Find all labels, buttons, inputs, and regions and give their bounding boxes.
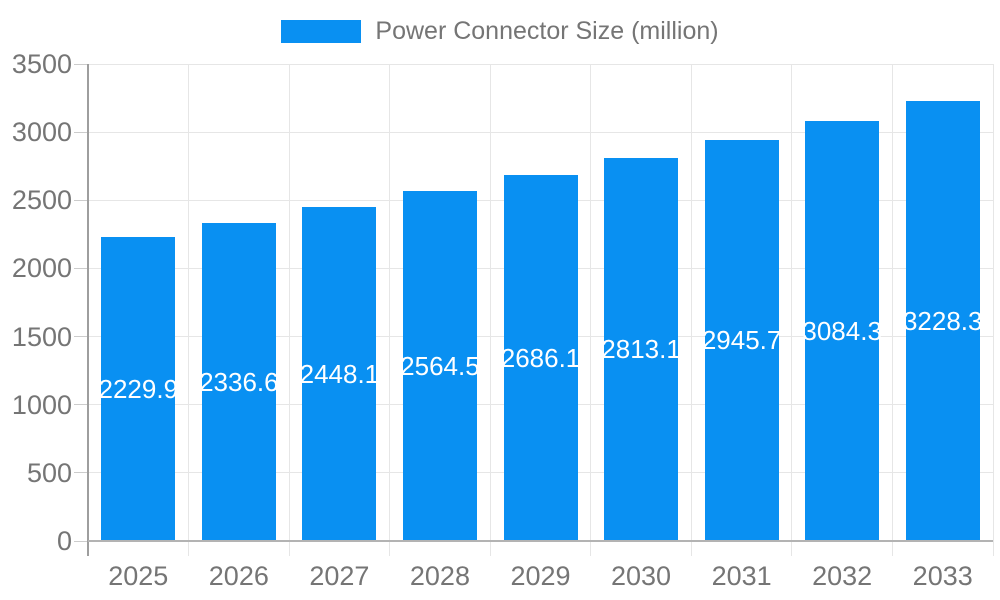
y-axis-line (87, 64, 89, 556)
bar-value-label: 3084.3 (802, 315, 882, 346)
bar-2028[interactable] (402, 191, 477, 541)
v-gridline (891, 64, 893, 556)
bar-value-label: 2336.6 (199, 366, 279, 397)
y-tick-label: 500 (26, 457, 72, 488)
y-axis-tick (74, 199, 88, 201)
v-gridline (188, 64, 190, 556)
y-axis-tick (74, 472, 88, 474)
y-axis-tick (74, 131, 88, 133)
x-tick-label: 2025 (108, 561, 169, 591)
bar-value-label: 3228.3 (902, 306, 983, 336)
bar-2031[interactable] (704, 139, 779, 541)
x-tick-label: 2030 (611, 561, 672, 591)
bar-2025[interactable] (101, 237, 176, 541)
x-tick-label: 2028 (409, 561, 470, 591)
x-tick-label: 2027 (309, 561, 370, 591)
y-tick-label: 2000 (11, 253, 72, 284)
bar-2030[interactable] (604, 157, 679, 541)
v-gridline (590, 64, 592, 556)
y-axis-tick (74, 404, 88, 406)
chart-legend[interactable]: Power Connector Size (million) (0, 17, 1000, 46)
bar-value-label: 2229.9 (98, 374, 179, 405)
y-tick-label: 3500 (11, 49, 72, 79)
bar-value-label: 2564.5 (400, 351, 480, 382)
v-gridline (389, 64, 391, 556)
bar-2029[interactable] (503, 174, 578, 541)
y-tick-label: 0 (56, 526, 72, 556)
x-axis-line (88, 540, 993, 542)
bar-2033[interactable] (905, 101, 980, 541)
x-tick-label: 2026 (208, 561, 269, 591)
y-axis-tick (74, 336, 88, 338)
x-tick-label: 2033 (912, 561, 973, 591)
y-tick-label: 3000 (11, 117, 72, 148)
y-axis-tick (74, 267, 88, 269)
v-gridline (489, 64, 491, 556)
bar-2026[interactable] (201, 222, 276, 541)
v-gridline (690, 64, 692, 556)
v-gridline (288, 64, 290, 556)
x-tick-label: 2031 (711, 561, 772, 591)
bar-2027[interactable] (302, 207, 377, 541)
bar-value-label: 2448.1 (299, 359, 380, 390)
bar-value-label: 2813.1 (601, 334, 681, 365)
y-tick-label: 1000 (11, 389, 72, 420)
bar-2032[interactable] (805, 120, 880, 541)
bar-value-label: 2945.7 (701, 325, 782, 356)
v-gridline (791, 64, 793, 556)
y-axis-tick (74, 540, 88, 542)
legend-label: Power Connector Size (million) (375, 17, 719, 45)
h-gridline (88, 63, 993, 65)
y-tick-label: 1500 (11, 321, 72, 352)
y-axis-tick (74, 63, 88, 65)
x-tick-label: 2032 (812, 561, 873, 591)
bar-value-label: 2686.1 (500, 342, 581, 373)
legend-swatch (281, 20, 362, 43)
x-tick-label: 2029 (510, 561, 571, 591)
h-gridline (88, 131, 993, 133)
y-tick-label: 2500 (11, 185, 72, 216)
v-gridline (992, 64, 994, 556)
